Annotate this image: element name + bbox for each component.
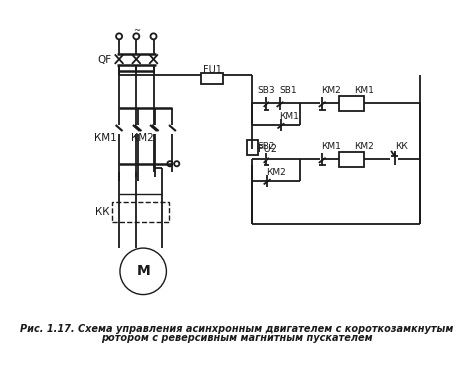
Text: КМ2: КМ2: [355, 142, 374, 151]
Bar: [338, 152, 365, 167]
Circle shape: [133, 33, 139, 39]
Bar: [247, 139, 258, 155]
Text: КМ1: КМ1: [321, 142, 341, 151]
Bar: [201, 73, 223, 84]
Text: QF: QF: [97, 55, 111, 65]
Circle shape: [174, 161, 179, 166]
Text: SB3: SB3: [257, 86, 275, 95]
Circle shape: [124, 252, 162, 290]
Text: КМ2: КМ2: [266, 168, 286, 177]
Text: КМ2: КМ2: [321, 86, 341, 95]
Text: КМ1: КМ1: [355, 86, 374, 95]
Text: М: М: [137, 264, 150, 278]
Text: КК: КК: [395, 142, 408, 151]
Text: ротором с реверсивным магнитным пускателем: ротором с реверсивным магнитным пускател…: [101, 332, 373, 342]
Text: КМ1: КМ1: [280, 112, 300, 121]
Bar: [338, 96, 365, 111]
Text: SB1: SB1: [280, 86, 298, 95]
Text: FU2: FU2: [258, 144, 277, 154]
Circle shape: [151, 33, 156, 39]
Bar: [112, 203, 169, 222]
Text: КМ2: КМ2: [131, 133, 154, 143]
Text: ~: ~: [133, 26, 140, 35]
Text: КМ1: КМ1: [94, 133, 117, 143]
Circle shape: [167, 161, 173, 166]
Circle shape: [116, 33, 122, 39]
Text: Рис. 1.17. Схема управления асинхронным двигателем с короткозамкнутым: Рис. 1.17. Схема управления асинхронным …: [20, 324, 454, 334]
Text: КК: КК: [95, 207, 109, 217]
Text: FU1: FU1: [202, 65, 221, 75]
Circle shape: [120, 248, 166, 294]
Text: SB2: SB2: [257, 142, 275, 151]
